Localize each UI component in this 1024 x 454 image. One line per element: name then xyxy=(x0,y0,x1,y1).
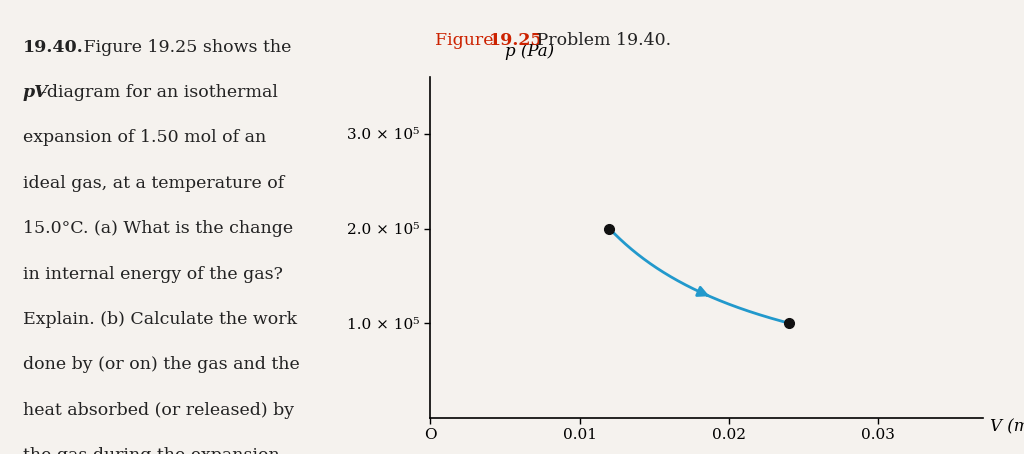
Text: heat absorbed (or released) by: heat absorbed (or released) by xyxy=(23,402,294,419)
Text: 15.0°C. (a) What is the change: 15.0°C. (a) What is the change xyxy=(23,220,293,237)
Y-axis label: p (Pa): p (Pa) xyxy=(505,43,554,60)
Text: ideal gas, at a temperature of: ideal gas, at a temperature of xyxy=(23,175,284,192)
Text: 19.25: 19.25 xyxy=(488,32,543,49)
Text: Figure 19.25 shows the: Figure 19.25 shows the xyxy=(78,39,291,55)
X-axis label: V (m³): V (m³) xyxy=(990,418,1024,434)
Text: the gas during the expansion.: the gas during the expansion. xyxy=(23,447,285,454)
Text: Figure: Figure xyxy=(435,32,500,49)
Text: Problem 19.40.: Problem 19.40. xyxy=(531,32,672,49)
Text: expansion of 1.50 mol of an: expansion of 1.50 mol of an xyxy=(23,129,266,146)
Text: -diagram for an isothermal: -diagram for an isothermal xyxy=(41,84,278,101)
Text: pV: pV xyxy=(23,84,48,101)
Text: in internal energy of the gas?: in internal energy of the gas? xyxy=(23,266,283,282)
Text: done by (or on) the gas and the: done by (or on) the gas and the xyxy=(23,356,299,373)
Text: Explain. (b) Calculate the work: Explain. (b) Calculate the work xyxy=(23,311,297,328)
Text: 19.40.: 19.40. xyxy=(23,39,83,55)
